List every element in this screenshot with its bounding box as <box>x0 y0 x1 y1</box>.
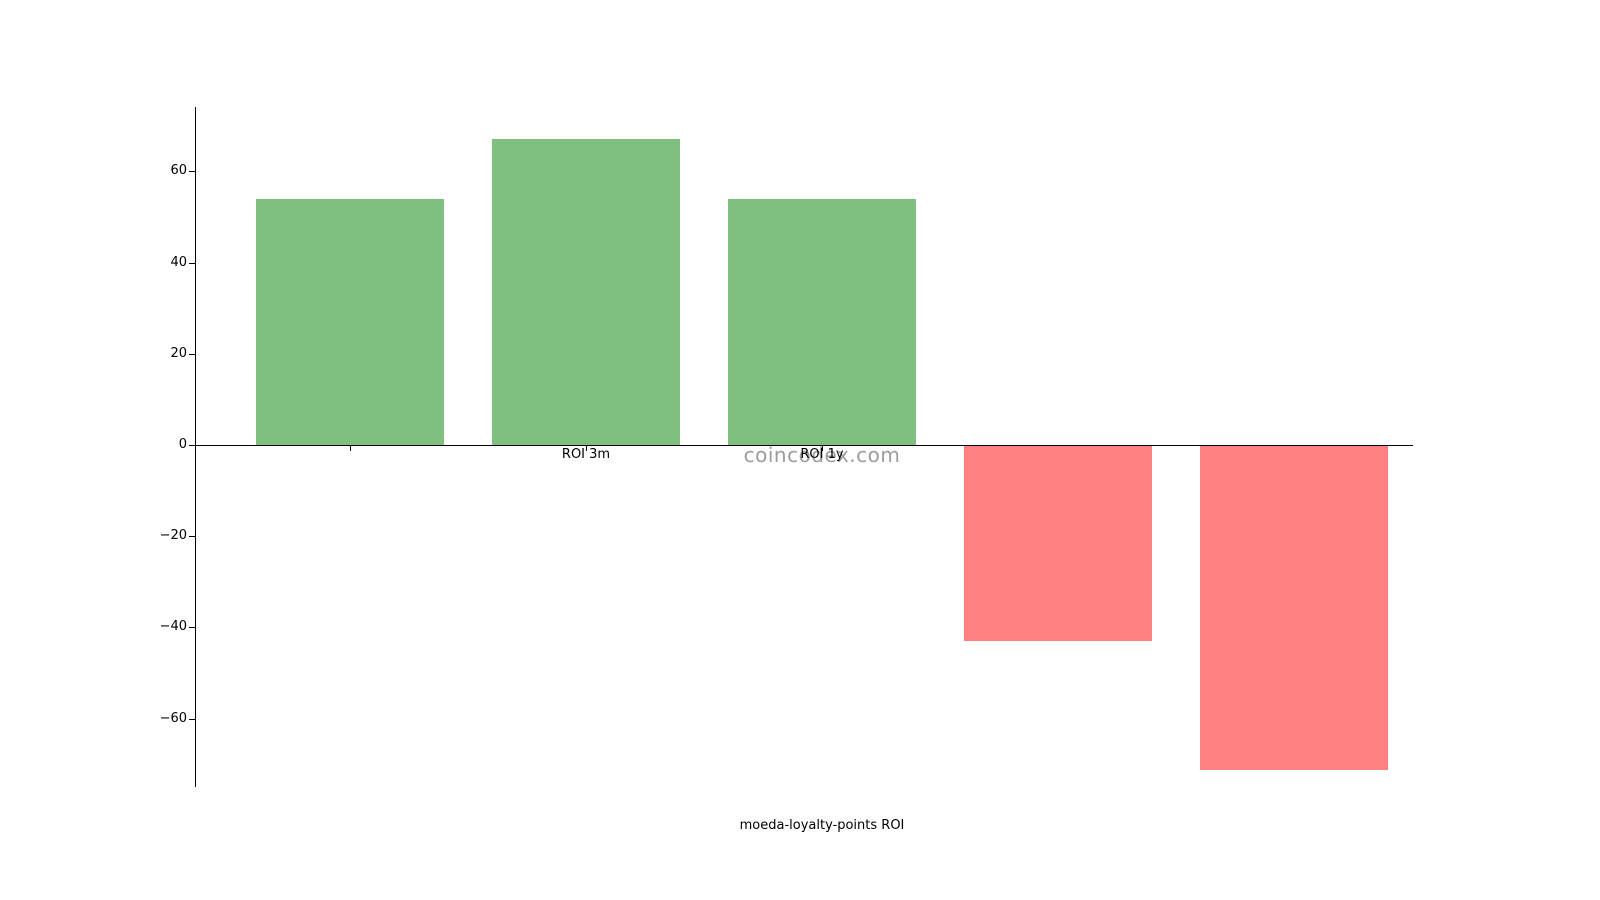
y-tick-label: −60 <box>159 710 187 726</box>
x-tick-label: ROI 1y <box>800 447 844 462</box>
y-tick-label: 40 <box>170 254 187 270</box>
chart-title: moeda-loyalty-points ROI <box>739 818 905 833</box>
y-tick-label: −40 <box>159 619 187 635</box>
x-tick-mark <box>586 445 587 451</box>
watermark: coincodex.com <box>743 443 901 467</box>
x-tick-label: ROI 3m <box>561 447 611 462</box>
y-tick-mark <box>189 718 195 720</box>
bar-period-4 <box>964 445 1152 642</box>
bar-period-5 <box>1200 445 1388 771</box>
x-tick-mark <box>822 445 823 451</box>
y-tick-mark <box>189 536 195 538</box>
y-tick-label: 60 <box>170 163 187 179</box>
y-tick-mark <box>189 627 195 629</box>
y-tick-mark <box>189 445 195 446</box>
bar-period-1 <box>256 198 444 445</box>
y-tick-label: 0 <box>178 437 187 452</box>
y-tick-mark <box>189 262 195 264</box>
x-axis-zero-line <box>195 445 1413 446</box>
y-tick-label: −20 <box>159 528 187 544</box>
y-axis-line <box>195 107 196 787</box>
bar-roi-1y <box>728 198 916 445</box>
y-tick-label: 20 <box>170 345 187 361</box>
x-tick-mark <box>350 445 351 451</box>
y-tick-mark <box>189 171 195 173</box>
y-tick-mark <box>189 353 195 355</box>
bar-roi-3m <box>492 139 680 445</box>
